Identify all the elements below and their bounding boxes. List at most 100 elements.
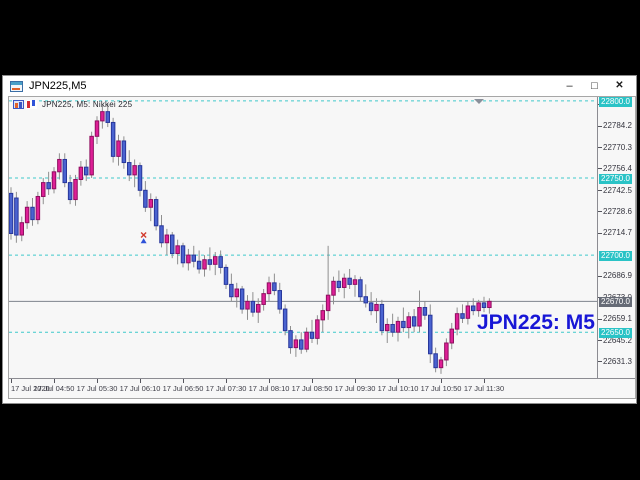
candle-body	[143, 189, 148, 208]
candle-body	[207, 259, 213, 265]
current-price-badge: 22670.0	[599, 297, 632, 308]
candlestick-icon	[26, 100, 37, 109]
price-tick: 22659.1	[598, 315, 632, 323]
candle-body	[105, 111, 110, 123]
candle-body	[100, 111, 105, 122]
candle-body	[239, 288, 245, 310]
candle-body	[84, 166, 89, 176]
candle-body	[299, 339, 304, 350]
candle-body	[94, 120, 100, 137]
candle-body	[57, 158, 62, 173]
trade-marker-arrow-icon	[140, 238, 147, 244]
price-level-badge: 22750.0	[599, 173, 632, 184]
time-label: 17 Jul 11:30	[463, 384, 505, 393]
time-tick	[269, 379, 270, 383]
price-level-badge: 22700.0	[599, 251, 632, 262]
time-label: 17 Jul 10:50	[420, 384, 462, 393]
time-label: 17 Jul 05:30	[76, 384, 118, 393]
candle-body	[170, 234, 175, 255]
candle-body	[19, 222, 24, 236]
candle-body	[433, 353, 438, 369]
candle-body	[422, 307, 428, 316]
candle-body	[315, 319, 320, 339]
time-tick	[355, 379, 356, 383]
candle-body	[438, 359, 444, 369]
candle-body	[471, 305, 476, 312]
candle-body	[62, 158, 67, 184]
time-tick	[54, 379, 55, 383]
candle-body	[444, 342, 449, 361]
time-tick	[226, 379, 227, 383]
close-button[interactable]: ✕	[615, 80, 624, 91]
candle-body	[24, 206, 30, 224]
time-tick	[97, 379, 98, 383]
time-axis-line	[9, 378, 635, 379]
chart-shift-icon	[474, 99, 484, 104]
candle-body	[342, 277, 347, 288]
trade-marker-cross-icon	[140, 232, 147, 239]
time-label: 17 Jul 10:10	[377, 384, 419, 393]
time-label: 17 Jul 06:10	[119, 384, 161, 393]
candle-body	[460, 313, 465, 319]
candle-body	[358, 279, 363, 298]
candle-body	[282, 308, 288, 332]
candle-body	[261, 293, 266, 305]
candle-body	[325, 294, 331, 312]
time-label: 17 Jul 06:50	[162, 384, 204, 393]
candle-body	[320, 310, 325, 321]
chart-window: JPN225,M5 – □ ✕ JPN225, M5: Nikkei 225 J…	[2, 75, 637, 404]
maximize-button[interactable]: □	[591, 80, 598, 92]
time-tick	[398, 379, 399, 383]
candle-body	[379, 303, 385, 332]
watermark: JPN225: M5	[477, 311, 595, 334]
candle-body	[186, 254, 191, 264]
candle-body	[266, 282, 272, 295]
candle-body	[159, 225, 164, 244]
candle-body	[213, 256, 218, 265]
candle-body	[127, 162, 132, 176]
price-tick: 22742.5	[598, 186, 632, 195]
time-label: 17 Jul 07:30	[205, 384, 247, 393]
window-controls: – □ ✕	[557, 76, 632, 96]
candle-body	[288, 330, 293, 349]
candle-body	[347, 277, 352, 285]
candle-body	[245, 300, 250, 310]
price-tick: 22756.4	[598, 165, 632, 173]
candle-body	[406, 316, 411, 329]
time-label: 17 Jul 09:30	[334, 384, 376, 393]
candle-body	[41, 182, 46, 197]
candle-body	[51, 171, 57, 190]
time-tick	[441, 379, 442, 383]
candle-body	[196, 260, 202, 270]
time-tick	[140, 379, 141, 383]
candle-body	[481, 302, 487, 309]
chart-plot[interactable]	[9, 97, 597, 378]
candle-body	[202, 259, 207, 270]
candle-body	[137, 165, 143, 191]
candle-body	[272, 282, 277, 292]
candle-body	[116, 140, 121, 157]
titlebar[interactable]: JPN225,M5 – □ ✕	[3, 76, 636, 96]
price-tick: 22631.3	[598, 358, 632, 366]
time-scale[interactable]: 17 Jul 2020 17 Jul 04:50 17 Jul 05:30 17 Ju…	[9, 379, 597, 398]
candle-body	[428, 314, 433, 355]
candle-body	[304, 331, 309, 350]
candle-body	[9, 192, 14, 234]
minimize-button[interactable]: –	[566, 80, 573, 92]
candle-body	[411, 316, 417, 327]
price-tick: 22728.6	[598, 207, 632, 216]
chart-header: JPN225, M5: Nikkei 225	[13, 100, 132, 109]
candle-body	[417, 307, 422, 327]
candle-body	[336, 280, 342, 288]
candle-body	[476, 302, 481, 312]
candle-body	[73, 179, 78, 201]
candle-body	[309, 331, 315, 339]
candle-body	[223, 266, 229, 285]
candle-body	[180, 245, 186, 264]
candle-body	[277, 290, 282, 310]
price-tick: 22686.9	[598, 272, 632, 280]
price-tick: 22770.3	[598, 143, 632, 152]
price-scale[interactable]: 22798.122784.222770.322756.422742.522728…	[598, 97, 635, 398]
candle-body	[46, 182, 51, 190]
